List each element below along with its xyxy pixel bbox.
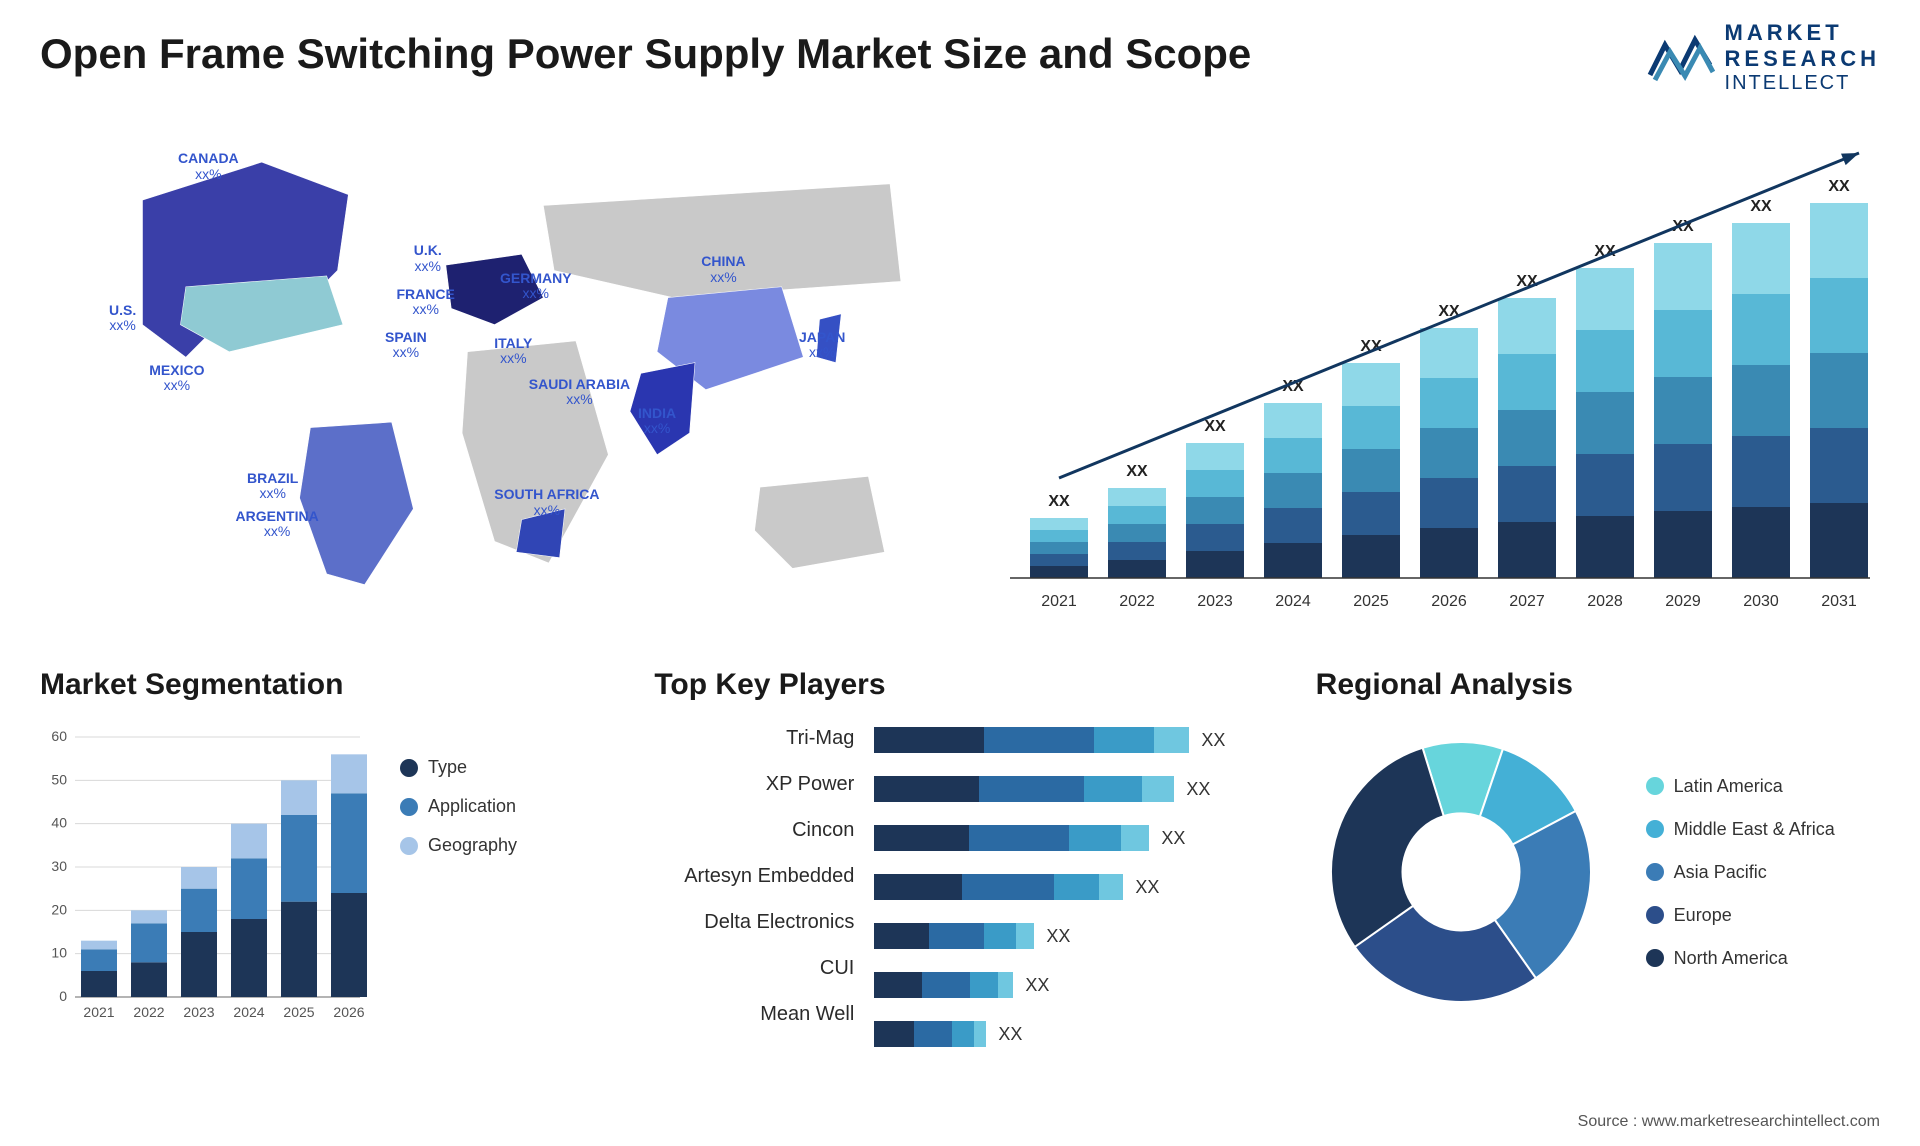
svg-text:2023: 2023 [1197, 593, 1233, 610]
svg-text:2022: 2022 [1119, 593, 1155, 610]
player-label: XP Power [654, 773, 854, 796]
player-bar-row: XX [874, 776, 1265, 802]
regional-legend: Latin America Middle East & Africa Asia Pa… [1646, 776, 1835, 969]
map-label-u-k-: U.K.xx% [414, 243, 442, 274]
logo-line-3: INTELLECT [1725, 72, 1880, 95]
player-label: CUI [654, 957, 854, 980]
map-label-brazil: BRAZILxx% [247, 471, 298, 502]
player-label: Mean Well [654, 1003, 854, 1026]
svg-text:XX: XX [1204, 418, 1226, 435]
player-label: Delta Electronics [654, 911, 854, 934]
svg-text:2025: 2025 [1353, 593, 1389, 610]
regional-title: Regional Analysis [1316, 668, 1880, 702]
player-label: Tri-Mag [654, 727, 854, 750]
segmentation-chart: 0 10 20 30 40 50 60 2021 2022 2023 2024 2025 2026 [40, 727, 370, 1027]
svg-text:2021: 2021 [1041, 593, 1077, 610]
map-label-japan: JAPANxx% [799, 330, 845, 361]
map-label-canada: CANADAxx% [178, 151, 239, 182]
player-bar-row: XX [874, 923, 1265, 949]
segmentation-title: Market Segmentation [40, 668, 604, 702]
player-label: Cincon [654, 819, 854, 842]
svg-text:2028: 2028 [1587, 593, 1623, 610]
svg-text:2031: 2031 [1821, 593, 1857, 610]
svg-text:2029: 2029 [1665, 593, 1701, 610]
region-legend-asia-pacific: Asia Pacific [1646, 862, 1835, 883]
seg-legend-type: Type [400, 757, 517, 778]
regional-donut [1316, 727, 1606, 1017]
player-label: Artesyn Embedded [654, 865, 854, 888]
map-label-italy: ITALYxx% [494, 336, 532, 367]
world-map: CANADAxx% U.S.xx% MEXICOxx% BRAZILxx% ARGENT… [40, 108, 960, 628]
svg-text:2026: 2026 [333, 1004, 364, 1020]
svg-text:XX: XX [1048, 493, 1070, 510]
svg-text:10: 10 [51, 945, 67, 961]
map-label-u-s-: U.S.xx% [109, 303, 136, 334]
svg-text:20: 20 [51, 901, 67, 917]
key-players-panel: Top Key Players Tri-Mag XP Power Cincon Art… [654, 668, 1265, 1047]
regional-panel: Regional Analysis Latin America Middle Ea… [1316, 668, 1880, 1047]
svg-text:2024: 2024 [1275, 593, 1311, 610]
map-label-spain: SPAINxx% [385, 330, 427, 361]
player-bar-row: XX [874, 825, 1265, 851]
svg-text:2024: 2024 [233, 1004, 264, 1020]
seg-legend-application: Application [400, 796, 517, 817]
svg-text:30: 30 [51, 858, 67, 874]
segmentation-legend: Type Application Geography [400, 757, 517, 856]
player-bar-row: XX [874, 1021, 1265, 1047]
brand-logo: MARKET RESEARCH INTELLECT [1645, 20, 1880, 95]
svg-text:40: 40 [51, 815, 67, 831]
svg-text:2023: 2023 [183, 1004, 214, 1020]
svg-text:2030: 2030 [1743, 593, 1779, 610]
region-legend-europe: Europe [1646, 905, 1835, 926]
map-label-germany: GERMANYxx% [500, 271, 572, 302]
map-label-saudi-arabia: SAUDI ARABIAxx% [529, 377, 630, 408]
map-label-argentina: ARGENTINAxx% [236, 509, 319, 540]
svg-text:2021: 2021 [83, 1004, 114, 1020]
region-legend-north-america: North America [1646, 948, 1835, 969]
player-bar-row: XX [874, 972, 1265, 998]
svg-text:2026: 2026 [1431, 593, 1467, 610]
svg-text:XX: XX [1828, 178, 1850, 195]
map-label-india: INDIAxx% [638, 406, 676, 437]
logo-line-1: MARKET [1725, 20, 1880, 46]
map-label-china: CHINAxx% [701, 254, 745, 285]
map-label-mexico: MEXICOxx% [149, 363, 204, 394]
region-legend-latin-america: Latin America [1646, 776, 1835, 797]
player-bar-row: XX [874, 727, 1265, 753]
market-size-chart: XX2021XX2022XX2023XX2024XX2025XX2026XX20… [1000, 108, 1880, 628]
logo-line-2: RESEARCH [1725, 46, 1880, 72]
svg-text:60: 60 [51, 728, 67, 744]
map-label-south-africa: SOUTH AFRICAxx% [494, 487, 599, 518]
svg-text:2027: 2027 [1509, 593, 1545, 610]
logo-icon [1645, 30, 1715, 85]
segmentation-panel: Market Segmentation 0 10 20 30 40 50 60 2021 202… [40, 668, 604, 1047]
svg-text:50: 50 [51, 771, 67, 787]
svg-text:XX: XX [1126, 463, 1148, 480]
source-text: Source : www.marketresearchintellect.com [1578, 1113, 1880, 1131]
svg-text:0: 0 [59, 988, 67, 1004]
map-label-france: FRANCExx% [397, 287, 455, 318]
player-bar-row: XX [874, 874, 1265, 900]
svg-text:2022: 2022 [133, 1004, 164, 1020]
region-legend-middle-east-africa: Middle East & Africa [1646, 819, 1835, 840]
seg-legend-geography: Geography [400, 835, 517, 856]
svg-text:XX: XX [1750, 198, 1772, 215]
svg-text:2025: 2025 [283, 1004, 314, 1020]
page-title: Open Frame Switching Power Supply Market… [40, 30, 1880, 78]
key-players-title: Top Key Players [654, 668, 1265, 702]
